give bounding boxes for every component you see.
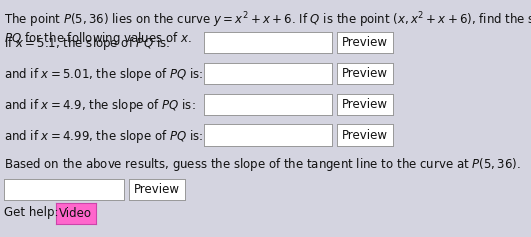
Text: Video: Video: [59, 207, 92, 220]
Text: Preview: Preview: [342, 98, 388, 111]
Text: and if $x = 4.9$, the slope of $PQ$ is:: and if $x = 4.9$, the slope of $PQ$ is:: [4, 97, 196, 114]
Text: The point $P(5, 36)$ lies on the curve $y = x^2 + x + 6$. If $Q$ is the point $(: The point $P(5, 36)$ lies on the curve $…: [4, 11, 531, 30]
Text: and if $x = 4.99$, the slope of $PQ$ is:: and if $x = 4.99$, the slope of $PQ$ is:: [4, 128, 203, 145]
Text: Preview: Preview: [342, 36, 388, 49]
Text: Get help:: Get help:: [4, 206, 59, 219]
Text: Preview: Preview: [134, 183, 180, 196]
Text: Preview: Preview: [342, 129, 388, 141]
Text: $PQ$ for the following values of $x$.: $PQ$ for the following values of $x$.: [4, 30, 192, 47]
Text: Based on the above results, guess the slope of the tangent line to the curve at : Based on the above results, guess the sl…: [4, 156, 521, 173]
Text: If $x = 5.1$, the slope of $PQ$ is:: If $x = 5.1$, the slope of $PQ$ is:: [4, 35, 170, 52]
Text: and if $x = 5.01$, the slope of $PQ$ is:: and if $x = 5.01$, the slope of $PQ$ is:: [4, 66, 203, 83]
Text: Preview: Preview: [342, 67, 388, 80]
